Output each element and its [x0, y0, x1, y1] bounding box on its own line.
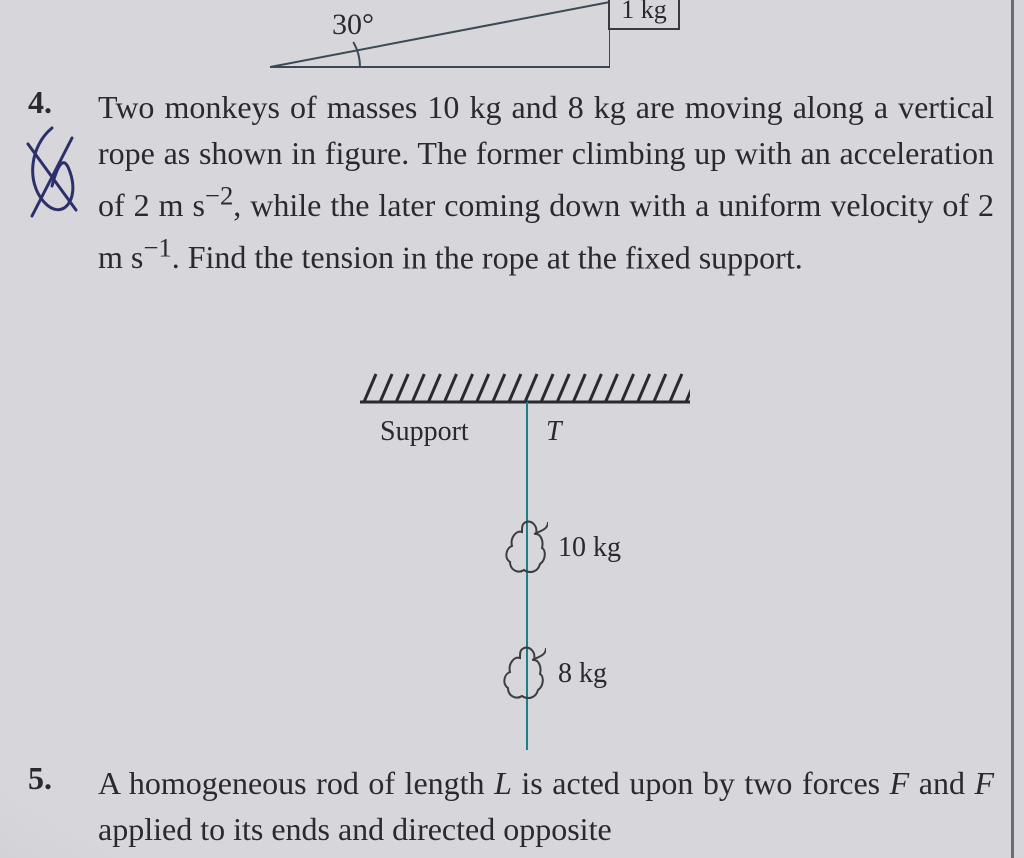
angle-label: 30° [332, 8, 374, 42]
pen-annotation-svg [22, 124, 82, 234]
question-4-text: Two monkeys of masses 10 kg and 8 kg are… [98, 84, 994, 281]
question-4: 4. Two monkeys of masses 10 kg and 8 kg … [28, 84, 994, 281]
q4-line: Two monkeys of masses 10 kg and 8 kg are… [98, 89, 864, 125]
mass-box-label: 1 kg [621, 0, 667, 25]
q5-line: A homogeneous rod of length L is acted u… [98, 765, 792, 801]
question-5-text: A homogeneous rod of length L is acted u… [98, 760, 994, 853]
monkey-10kg [504, 520, 548, 576]
mass-box-1kg: 1 kg [608, 0, 680, 30]
incline-triangle-figure: 30° [270, 0, 610, 70]
monkey-icon [504, 520, 548, 576]
triangle-svg [270, 0, 610, 70]
fixed-support-hatching [360, 370, 690, 404]
mass-label-10kg: 10 kg [558, 532, 621, 564]
monkey-icon [502, 646, 546, 702]
mass-label-8kg: 8 kg [558, 658, 607, 690]
question-5-number: 5. [28, 760, 52, 797]
page-right-edge [1011, 0, 1014, 858]
hatching-svg [360, 370, 690, 404]
rope-monkeys-figure: Support T 10 kg 8 kg [280, 370, 740, 750]
top-figure-row: 30° 1 kg [0, 0, 1024, 80]
question-4-number: 4. [28, 84, 52, 121]
tension-label: T [546, 416, 562, 448]
pen-annotation [22, 124, 82, 234]
q4-line: in the rope at the fixed support. [402, 239, 803, 275]
question-5: 5. A homogeneous rod of length L is acte… [28, 760, 994, 853]
support-label: Support [380, 416, 469, 448]
page: 30° 1 kg 4. Two monkeys of masses 10 kg … [0, 0, 1024, 858]
monkey-8kg [502, 646, 546, 702]
